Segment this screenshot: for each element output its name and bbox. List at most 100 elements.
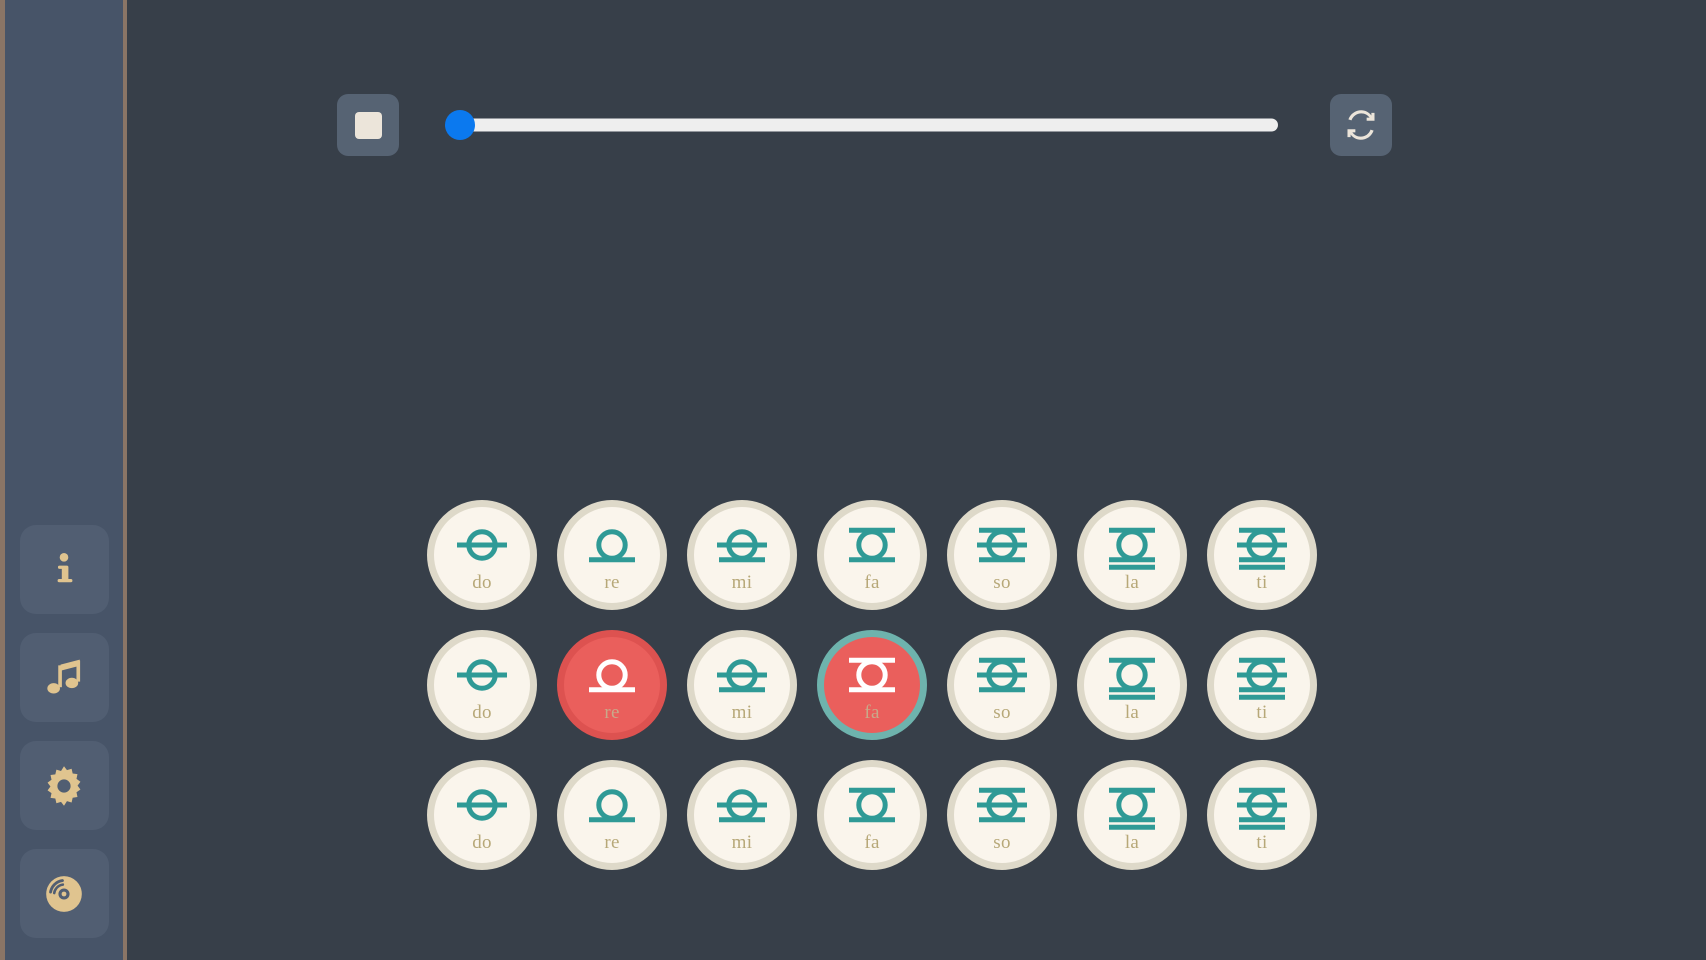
note-label: re <box>604 702 620 723</box>
solfege-do-icon <box>453 520 511 574</box>
note-label: do <box>472 702 492 723</box>
note-button-ti-row3[interactable]: ti <box>1207 760 1317 870</box>
note-label: fa <box>864 832 880 853</box>
note-cell: mi <box>677 620 807 750</box>
note-label: mi <box>731 572 753 593</box>
note-cell: ti <box>1197 620 1327 750</box>
gear-icon <box>41 763 87 809</box>
note-button-re-row2[interactable]: re <box>557 630 667 740</box>
note-button-so-row3[interactable]: so <box>947 760 1057 870</box>
note-button-la-row2[interactable]: la <box>1077 630 1187 740</box>
note-label: so <box>993 832 1011 853</box>
note-cell: fa <box>807 620 937 750</box>
sidebar-item-record[interactable] <box>19 849 109 938</box>
note-button-re-row3[interactable]: re <box>557 760 667 870</box>
stop-square-icon <box>354 111 382 139</box>
note-button-fa-row3[interactable]: fa <box>817 760 927 870</box>
note-cell: do <box>417 750 547 880</box>
solfege-re-icon <box>583 780 641 834</box>
solfege-fa-icon <box>843 650 901 704</box>
note-label: mi <box>731 702 753 723</box>
solfege-re-icon <box>583 520 641 574</box>
solfege-mi-icon <box>713 650 771 704</box>
solfege-do-icon <box>453 780 511 834</box>
note-label: ti <box>1256 702 1268 723</box>
note-label: mi <box>731 832 753 853</box>
note-cell: re <box>547 490 677 620</box>
note-cell: re <box>547 750 677 880</box>
note-cell: so <box>937 750 1067 880</box>
note-cell: ti <box>1197 750 1327 880</box>
note-button-mi-row3[interactable]: mi <box>687 760 797 870</box>
note-cell: la <box>1067 750 1197 880</box>
note-cell: fa <box>807 750 937 880</box>
solfege-la-icon <box>1103 520 1161 574</box>
info-icon <box>42 548 86 592</box>
note-grid: do re mi fa so la ti do re mi fa so la ti do re mi fa so la… <box>417 490 1327 880</box>
note-button-so-row2[interactable]: so <box>947 630 1057 740</box>
sidebar-item-notes[interactable] <box>19 633 109 722</box>
note-cell: do <box>417 620 547 750</box>
note-cell: la <box>1067 620 1197 750</box>
sidebar-item-settings[interactable] <box>19 741 109 830</box>
note-button-ti-row1[interactable]: ti <box>1207 500 1317 610</box>
solfege-do-icon <box>453 650 511 704</box>
music-note-icon <box>41 655 87 701</box>
note-button-do-row2[interactable]: do <box>427 630 537 740</box>
note-button-la-row1[interactable]: la <box>1077 500 1187 610</box>
sidebar-item-info[interactable] <box>19 525 109 614</box>
note-cell: re <box>547 620 677 750</box>
sidebar <box>0 0 127 960</box>
note-button-fa-row2[interactable]: fa <box>817 630 927 740</box>
note-button-do-row1[interactable]: do <box>427 500 537 610</box>
solfege-la-icon <box>1103 650 1161 704</box>
refresh-icon <box>1343 107 1379 143</box>
solfege-mi-icon <box>713 520 771 574</box>
note-button-do-row3[interactable]: do <box>427 760 537 870</box>
note-row: do re mi fa so la ti <box>417 620 1327 750</box>
note-cell: mi <box>677 750 807 880</box>
note-button-fa-row1[interactable]: fa <box>817 500 927 610</box>
note-cell: do <box>417 490 547 620</box>
solfege-fa-icon <box>843 520 901 574</box>
note-label: fa <box>864 702 880 723</box>
note-row: do re mi fa so la ti <box>417 490 1327 620</box>
note-label: re <box>604 572 620 593</box>
note-label: fa <box>864 572 880 593</box>
solfege-mi-icon <box>713 780 771 834</box>
vinyl-record-icon <box>41 871 87 917</box>
note-label: ti <box>1256 832 1268 853</box>
stop-button[interactable] <box>337 94 399 156</box>
note-cell: fa <box>807 490 937 620</box>
solfege-re-icon <box>583 650 641 704</box>
progress-slider-thumb[interactable] <box>445 110 475 140</box>
transport-toolbar <box>337 94 1392 156</box>
note-cell: so <box>937 620 1067 750</box>
solfege-ti-icon <box>1233 650 1291 704</box>
note-cell: ti <box>1197 490 1327 620</box>
note-label: do <box>472 832 492 853</box>
note-label: so <box>993 572 1011 593</box>
note-cell: so <box>937 490 1067 620</box>
refresh-button[interactable] <box>1330 94 1392 156</box>
note-button-mi-row2[interactable]: mi <box>687 630 797 740</box>
note-row: do re mi fa so la ti <box>417 750 1327 880</box>
solfege-fa-icon <box>843 780 901 834</box>
solfege-so-icon <box>973 650 1031 704</box>
progress-slider[interactable] <box>445 94 1278 156</box>
note-button-ti-row2[interactable]: ti <box>1207 630 1317 740</box>
note-label: la <box>1124 832 1140 853</box>
note-button-so-row1[interactable]: so <box>947 500 1057 610</box>
progress-slider-track[interactable] <box>451 118 1278 132</box>
note-label: la <box>1124 572 1140 593</box>
note-button-re-row1[interactable]: re <box>557 500 667 610</box>
note-label: so <box>993 702 1011 723</box>
note-button-mi-row1[interactable]: mi <box>687 500 797 610</box>
solfege-la-icon <box>1103 780 1161 834</box>
note-label: do <box>472 572 492 593</box>
note-cell: la <box>1067 490 1197 620</box>
note-label: la <box>1124 702 1140 723</box>
solfege-so-icon <box>973 780 1031 834</box>
note-button-la-row3[interactable]: la <box>1077 760 1187 870</box>
